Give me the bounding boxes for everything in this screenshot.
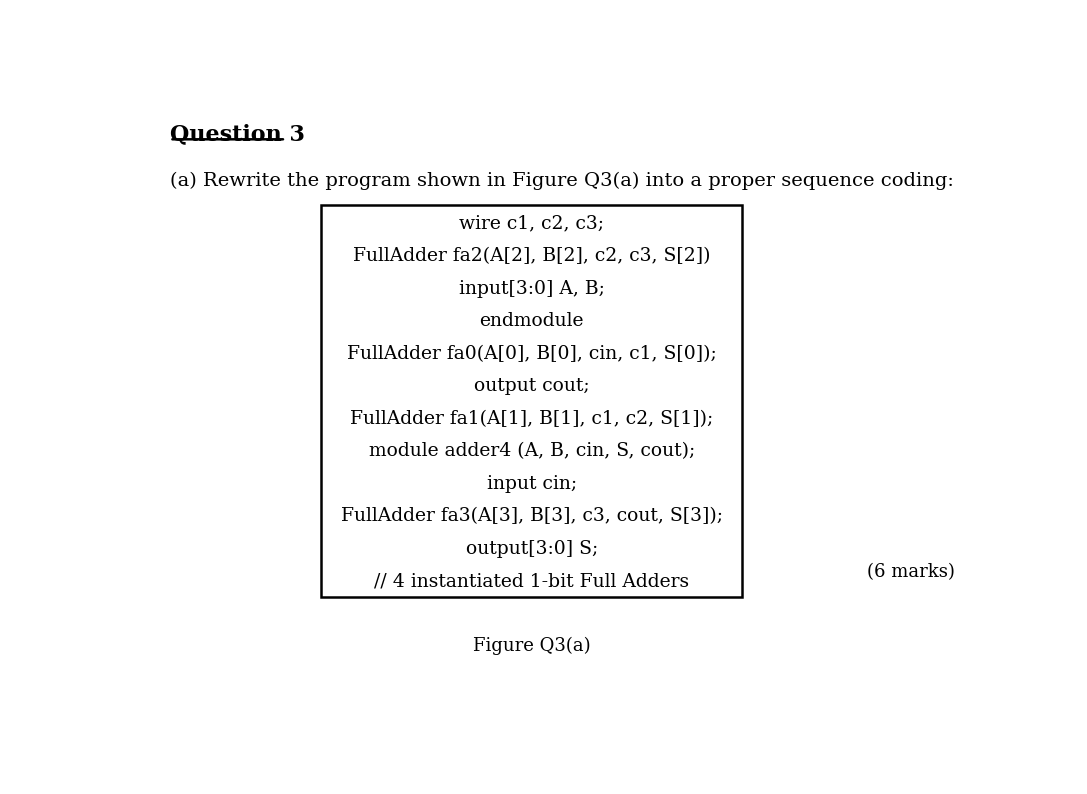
Text: module adder4 (A, B, cin, S, cout);: module adder4 (A, B, cin, S, cout); <box>368 442 695 461</box>
Text: // 4 instantiated 1-bit Full Adders: // 4 instantiated 1-bit Full Adders <box>374 572 689 590</box>
Text: Question 3: Question 3 <box>170 123 304 145</box>
Text: input[3:0] A, B;: input[3:0] A, B; <box>459 279 604 298</box>
Text: (a) Rewrite the program shown in Figure Q3(a) into a proper sequence coding:: (a) Rewrite the program shown in Figure … <box>170 172 953 190</box>
Text: Figure Q3(a): Figure Q3(a) <box>473 637 590 654</box>
Text: FullAdder fa2(A[2], B[2], c2, c3, S[2]): FullAdder fa2(A[2], B[2], c2, c3, S[2]) <box>353 247 711 265</box>
Text: output[3:0] S;: output[3:0] S; <box>465 540 598 558</box>
Text: wire c1, c2, c3;: wire c1, c2, c3; <box>460 214 604 233</box>
Text: output cout;: output cout; <box>474 377 589 395</box>
Text: FullAdder fa0(A[0], B[0], cin, c1, S[0]);: FullAdder fa0(A[0], B[0], cin, c1, S[0])… <box>347 345 716 363</box>
Text: input cin;: input cin; <box>487 475 577 493</box>
Text: FullAdder fa1(A[1], B[1], c1, c2, S[1]);: FullAdder fa1(A[1], B[1], c1, c2, S[1]); <box>350 410 713 428</box>
Text: FullAdder fa3(A[3], B[3], c3, cout, S[3]);: FullAdder fa3(A[3], B[3], c3, cout, S[3]… <box>341 507 723 526</box>
Text: (6 marks): (6 marks) <box>867 563 954 581</box>
FancyBboxPatch shape <box>322 206 742 596</box>
Text: endmodule: endmodule <box>479 312 584 330</box>
